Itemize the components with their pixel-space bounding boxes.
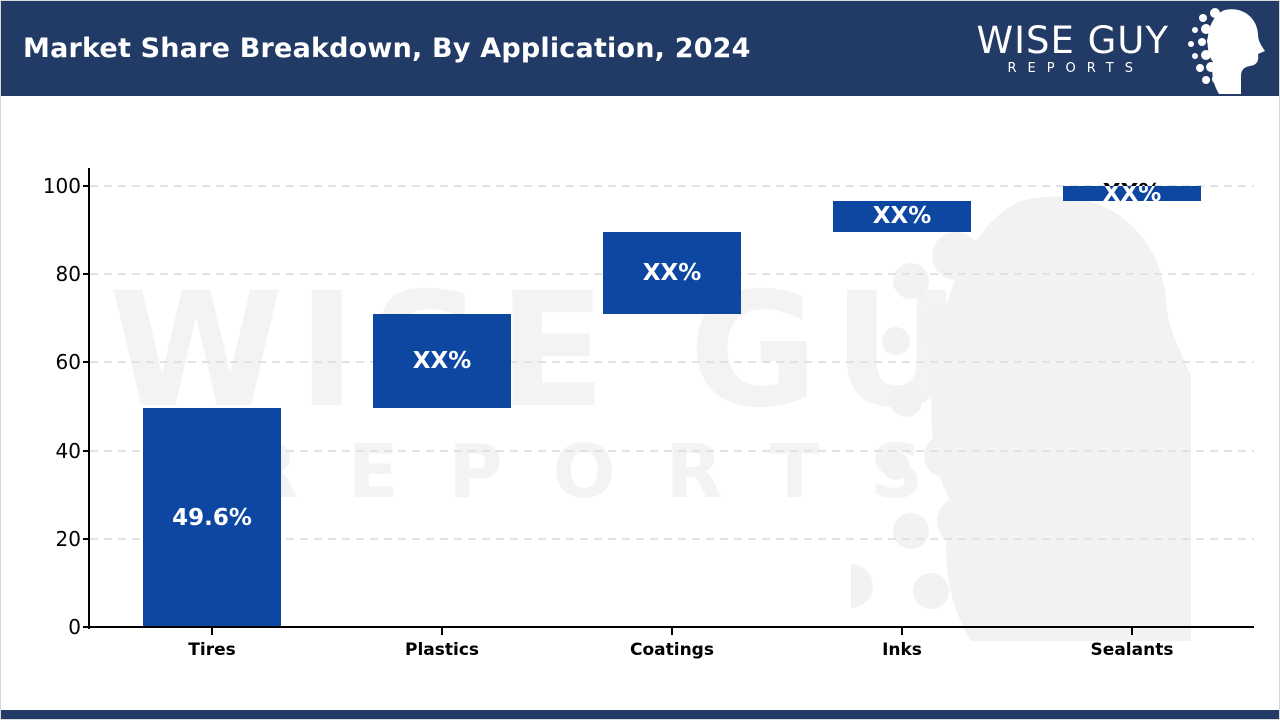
- logo-wiseguy-label: WISE GUY: [976, 19, 1169, 62]
- x-axis-line: [88, 626, 1254, 628]
- y-tick-mark-100: [83, 185, 90, 187]
- bar-value-label: XX%: [1102, 186, 1162, 201]
- bar-value-label: 49.6%: [172, 504, 252, 531]
- bar-value-label: XX%: [642, 259, 702, 286]
- gridline-100: [90, 185, 1254, 187]
- x-tick-mark-plastics: [441, 628, 443, 635]
- bar-plastics: XX%: [373, 313, 511, 409]
- y-axis-line: [88, 168, 90, 629]
- x-tick-mark-tires: [211, 628, 213, 635]
- bar-tires: 49.6%: [143, 408, 281, 627]
- bar-sealants: XX%: [1063, 186, 1201, 201]
- category-label-tires: Tires: [188, 640, 236, 660]
- y-tick-label-80: 80: [55, 262, 81, 287]
- page-title: Market Share Breakdown, By Application, …: [23, 33, 751, 64]
- bar-value-label: XX%: [872, 203, 932, 230]
- bar-inks: XX%: [833, 200, 971, 232]
- x-tick-mark-coatings: [671, 628, 673, 635]
- category-label-plastics: Plastics: [404, 640, 480, 660]
- x-tick-mark-sealants: [1131, 628, 1133, 635]
- y-tick-mark-60: [83, 361, 90, 364]
- y-tick-mark-40: [83, 449, 90, 452]
- header-banner: Market Share Breakdown, By Application, …: [1, 1, 1279, 96]
- y-tick-mark-0: [83, 626, 90, 628]
- y-tick-mark-80: [83, 273, 90, 276]
- x-tick-mark-inks: [901, 628, 903, 635]
- category-label-sealants: Sealants: [1090, 640, 1174, 660]
- category-label-inks: Inks: [882, 640, 922, 660]
- y-tick-mark-20: [83, 537, 90, 540]
- gridline-20: [90, 537, 1254, 540]
- logo-reports-label: REPORTS: [1007, 61, 1145, 76]
- footer-banner: [1, 710, 1279, 719]
- wiseguy-logo-text: WISE GUY REPORTS: [977, 22, 1169, 75]
- y-tick-label-20: 20: [55, 526, 81, 551]
- y-tick-label-100: 100: [42, 174, 81, 198]
- gridline-40: [90, 449, 1254, 452]
- wiseguy-logo: WISE GUY REPORTS: [977, 1, 1269, 96]
- bar-value-label: XX%: [412, 348, 472, 375]
- category-label-coatings: Coatings: [630, 640, 714, 660]
- watermark-reports-text: REPORTS: [241, 429, 974, 515]
- watermark-head-icon: [851, 196, 1191, 641]
- bar-coatings: XX%: [603, 231, 741, 314]
- y-tick-label-40: 40: [55, 438, 81, 463]
- wiseguy-head-icon: [1188, 7, 1265, 94]
- y-tick-label-60: 60: [55, 350, 81, 375]
- gridline-60: [90, 361, 1254, 364]
- y-tick-label-0: 0: [68, 615, 81, 639]
